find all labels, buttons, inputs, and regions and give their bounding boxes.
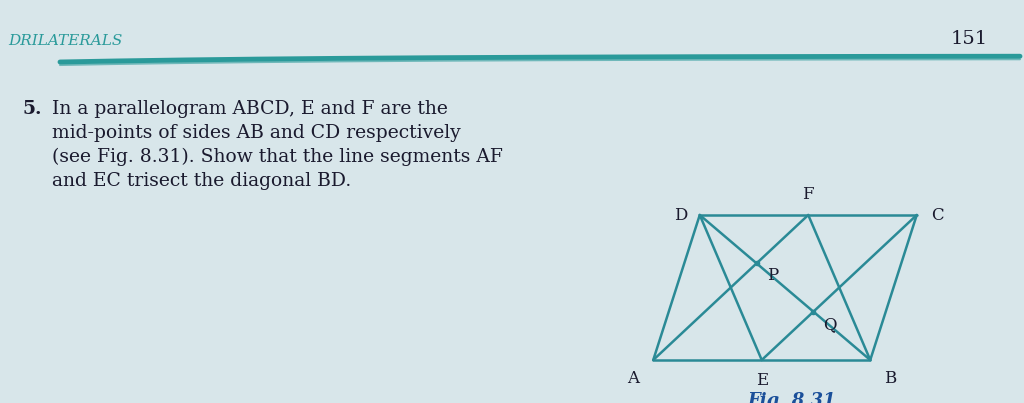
Text: In a parallelogram ABCD, E and F are the: In a parallelogram ABCD, E and F are the — [52, 100, 447, 118]
Text: P: P — [767, 267, 778, 285]
Text: C: C — [931, 206, 943, 224]
Text: 151: 151 — [951, 30, 988, 48]
Text: Fig. 8.31: Fig. 8.31 — [748, 392, 836, 403]
Text: D: D — [675, 206, 688, 224]
Text: A: A — [628, 370, 639, 387]
Text: Q: Q — [823, 316, 837, 332]
Text: DRILATERALS: DRILATERALS — [8, 34, 123, 48]
Text: E: E — [756, 372, 768, 389]
Text: and EC trisect the diagonal BD.: and EC trisect the diagonal BD. — [52, 172, 351, 190]
Text: 5.: 5. — [22, 100, 42, 118]
Text: B: B — [885, 370, 896, 387]
Text: F: F — [803, 186, 814, 203]
Text: mid-points of sides AB and CD respectively: mid-points of sides AB and CD respective… — [52, 124, 461, 142]
Text: (see Fig. 8.31). Show that the line segments AF: (see Fig. 8.31). Show that the line segm… — [52, 148, 503, 166]
